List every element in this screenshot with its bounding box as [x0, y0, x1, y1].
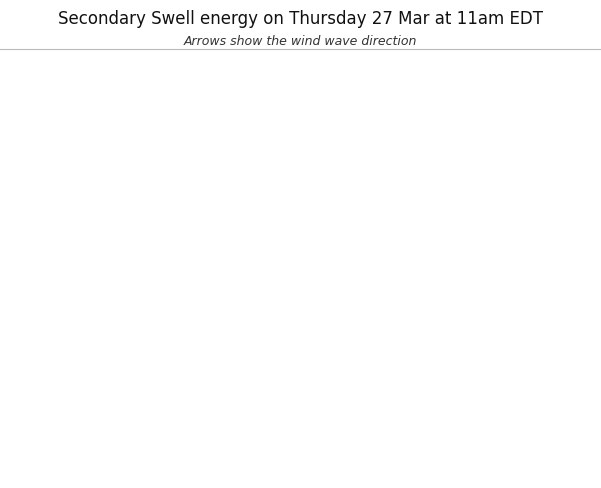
Text: Secondary Swell energy on Thursday 27 Mar at 11am EDT: Secondary Swell energy on Thursday 27 Ma… — [58, 10, 543, 28]
Text: Arrows show the wind wave direction: Arrows show the wind wave direction — [184, 35, 417, 48]
